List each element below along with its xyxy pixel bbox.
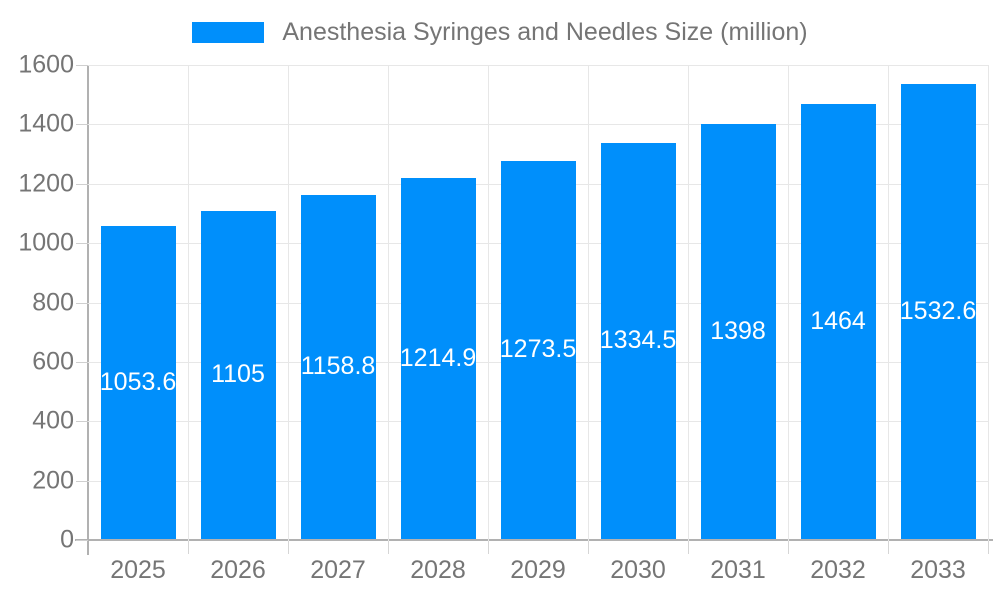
x-tick [288,541,289,554]
bar-value-label: 1214.9 [399,344,477,373]
y-tick [76,243,88,245]
x-gridline [488,65,489,541]
x-gridline [788,65,789,541]
x-gridline [888,65,889,541]
x-category-label: 2027 [310,556,366,584]
bar-value-label: 1105 [211,360,265,389]
x-tick [488,541,489,554]
y-tick-label: 0 [60,525,74,554]
x-gridline [388,65,389,541]
y-tick [76,124,88,126]
y-tick-label: 200 [32,466,74,495]
y-tick-label: 400 [32,406,74,435]
bar-value-label: 1053.6 [99,368,177,397]
bar-value-label: 1464 [810,307,866,336]
x-tick [688,541,689,554]
x-gridline [188,65,189,541]
y-tick [76,65,88,66]
x-gridline [288,65,289,541]
x-tick [588,541,589,554]
y-gridline [88,65,989,66]
bar-value-label: 1158.8 [300,352,376,381]
bar-2025[interactable]: 1053.6 [99,226,177,539]
x-tick [888,541,889,554]
bar-2032[interactable]: 1464 [800,104,876,539]
bar-value-label: 1334.5 [599,326,677,355]
x-category-label: 2033 [910,556,966,584]
y-tick-label: 800 [32,288,74,316]
x-tick [388,541,389,554]
bar-value-label: 1532.6 [899,297,977,325]
y-tick-label: 1000 [18,228,74,257]
y-axis-labels: 0 200 400 600 800 1000 1200 1400 1600 [0,51,74,554]
bar-2033[interactable]: 1532.6 [899,84,977,539]
x-category-label: 2029 [510,556,566,584]
x-category-label: 2030 [610,556,666,584]
x-axis-line [75,539,993,541]
x-gridline [988,65,989,541]
y-tick [76,540,88,541]
x-category-label: 2026 [210,556,266,584]
x-category-label: 2028 [410,556,466,584]
y-tick [76,302,88,304]
x-category-label: 2025 [110,556,166,584]
x-category-label: 2031 [710,556,766,584]
bar-2027[interactable]: 1158.8 [300,194,376,539]
y-gridline [88,124,989,126]
x-tick [788,541,789,554]
y-tick-label: 1600 [18,50,74,79]
bar-2031[interactable]: 1398 [700,123,776,539]
x-tick [988,541,989,554]
y-tick-label: 1400 [18,109,74,138]
bar-2029[interactable]: 1273.5 [499,160,577,539]
bar-value-label: 1273.5 [499,335,577,364]
plot-area: 1053.6 1105 1158.8 1214.9 1273.5 1334.5 1398 14… [75,65,993,555]
y-tick [76,421,88,423]
x-gridline [688,65,689,541]
bar-2026[interactable]: 1105 [200,210,276,539]
y-tick-label: 600 [32,347,74,376]
y-tick [76,480,88,482]
y-tick [76,183,88,185]
x-category-label: 2032 [810,556,866,584]
y-tick-label: 1200 [18,169,74,198]
bar-2028[interactable]: 1214.9 [399,178,477,539]
x-tick [188,541,189,554]
legend-item[interactable]: Anesthesia Syringes and Needles Size (mi… [0,18,1000,47]
x-gridline [588,65,589,541]
legend-swatch [192,22,265,43]
y-tick [76,361,88,363]
bar-2030[interactable]: 1334.5 [599,142,677,539]
legend-label: Anesthesia Syringes and Needles Size (mi… [282,18,808,46]
bar-value-label: 1398 [710,316,766,345]
y-axis-line [87,65,89,555]
x-axis-labels: 2025 2026 2027 2028 2029 2030 2031 2032 2033 [88,556,988,588]
